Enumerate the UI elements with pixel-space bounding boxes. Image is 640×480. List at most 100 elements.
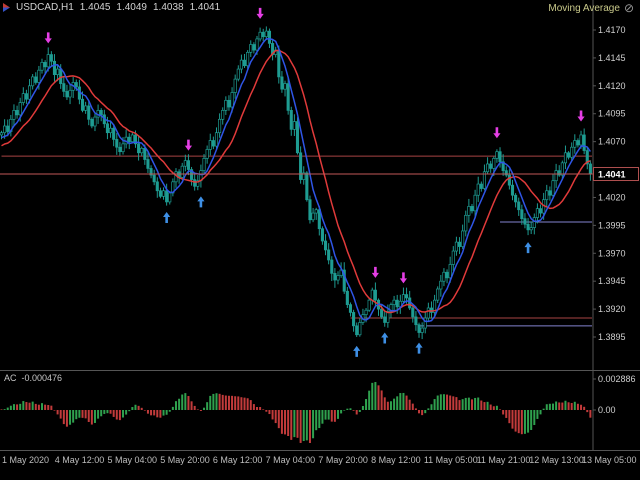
ac-histogram-bar <box>296 410 299 438</box>
candle <box>152 174 156 183</box>
quote-bar: USDCAD,H1 1.4045 1.4049 1.4038 1.4041 <box>3 2 220 13</box>
candle <box>560 162 564 176</box>
candle <box>264 30 268 38</box>
price-axis-label: 1.4145 <box>598 53 626 63</box>
ac-histogram-bar <box>461 399 464 410</box>
quote-low: 1.4038 <box>152 2 184 13</box>
candle <box>12 110 16 120</box>
candle <box>520 209 524 220</box>
candle <box>495 151 499 159</box>
candle <box>230 92 234 108</box>
ac-histogram-bar <box>467 397 470 410</box>
ac-histogram-bar <box>564 400 567 410</box>
candle <box>311 212 315 221</box>
ac-histogram-bar <box>56 410 59 415</box>
ac-histogram-bar <box>53 410 56 411</box>
ac-histogram-bar <box>240 397 243 410</box>
candle <box>87 105 91 120</box>
signal-arrow-up <box>197 196 205 208</box>
ac-histogram-bar <box>302 410 305 442</box>
ac-histogram-bar <box>193 405 196 410</box>
candle <box>476 183 480 196</box>
candle <box>289 110 293 130</box>
ac-histogram-bar <box>583 406 586 410</box>
candle <box>305 172 309 201</box>
candle <box>80 98 85 111</box>
ac-histogram-bar <box>446 394 449 410</box>
candle <box>221 110 225 120</box>
ac-histogram-bar <box>383 397 386 410</box>
current-price-label: 1.4041 <box>598 170 626 180</box>
candle <box>6 125 10 132</box>
candle <box>482 171 486 189</box>
ac-histogram-bar <box>87 410 90 422</box>
candle <box>165 190 169 203</box>
ac-histogram-bar <box>0 409 3 410</box>
candle <box>554 170 558 182</box>
ac-histogram-bar <box>558 402 561 410</box>
ac-histogram-bar <box>371 382 374 410</box>
candle <box>286 83 290 111</box>
candle <box>258 31 262 40</box>
candle <box>348 304 353 313</box>
ac-histogram-bar <box>93 410 96 423</box>
candle <box>373 289 377 301</box>
ac-histogram-bar <box>330 410 333 422</box>
algo-trading-disabled-icon: ⊘ <box>623 1 634 15</box>
ac-histogram-bar <box>255 406 258 410</box>
candle <box>299 152 303 180</box>
candle <box>196 180 200 187</box>
candle <box>130 134 134 142</box>
candle <box>405 294 409 299</box>
quote-close: 1.4041 <box>189 2 221 13</box>
indicator-name: AC <box>4 373 17 383</box>
ac-histogram-bar <box>190 401 193 410</box>
price-axis-label: 1.4070 <box>598 137 626 147</box>
candle <box>202 158 206 172</box>
candle <box>261 31 265 38</box>
expert-advisor-label[interactable]: Moving Average ⊘ <box>548 2 634 14</box>
candle <box>0 132 4 136</box>
candle <box>514 194 518 203</box>
candle <box>582 134 586 151</box>
candle <box>3 125 7 134</box>
ac-histogram-bar <box>184 393 187 410</box>
chart-plot-area[interactable] <box>0 0 593 370</box>
candle <box>579 134 583 146</box>
time-axis-label: 6 May 12:00 <box>213 455 263 465</box>
candle <box>451 250 455 265</box>
candle <box>545 190 549 201</box>
candle <box>320 228 324 242</box>
price-axis-label: 1.4120 <box>598 81 626 91</box>
ac-histogram-bar <box>249 400 252 410</box>
ac-histogram-bar <box>411 403 414 410</box>
candle <box>473 194 477 212</box>
signal-arrow-down <box>577 110 585 122</box>
candle <box>140 147 144 154</box>
signal-arrow-down <box>256 7 264 19</box>
ac-histogram-bar <box>337 410 340 419</box>
ac-histogram-bar <box>16 404 19 410</box>
ac-histogram-bar <box>477 397 480 410</box>
candle <box>314 209 318 214</box>
candle <box>46 54 50 68</box>
candle <box>52 60 57 76</box>
ac-histogram-bar <box>480 400 483 410</box>
ac-histogram-bar <box>449 395 452 410</box>
ac-histogram-bar <box>464 397 467 410</box>
candle <box>190 169 194 180</box>
ac-histogram-bar <box>527 410 530 433</box>
ac-histogram-bar <box>517 410 520 434</box>
ac-histogram-bar <box>439 394 442 410</box>
candle <box>168 192 172 203</box>
candle <box>34 76 38 83</box>
time-axis-label: 5 May 20:00 <box>160 455 210 465</box>
ac-histogram-bar <box>31 401 34 410</box>
candle <box>330 259 334 274</box>
time-axis-label: 11 May 05:00 <box>424 455 478 465</box>
ac-histogram-bar <box>308 410 311 443</box>
one-click-trading-icon[interactable] <box>3 3 10 12</box>
time-axis-label: 5 May 04:00 <box>107 455 157 465</box>
candle <box>115 139 119 148</box>
